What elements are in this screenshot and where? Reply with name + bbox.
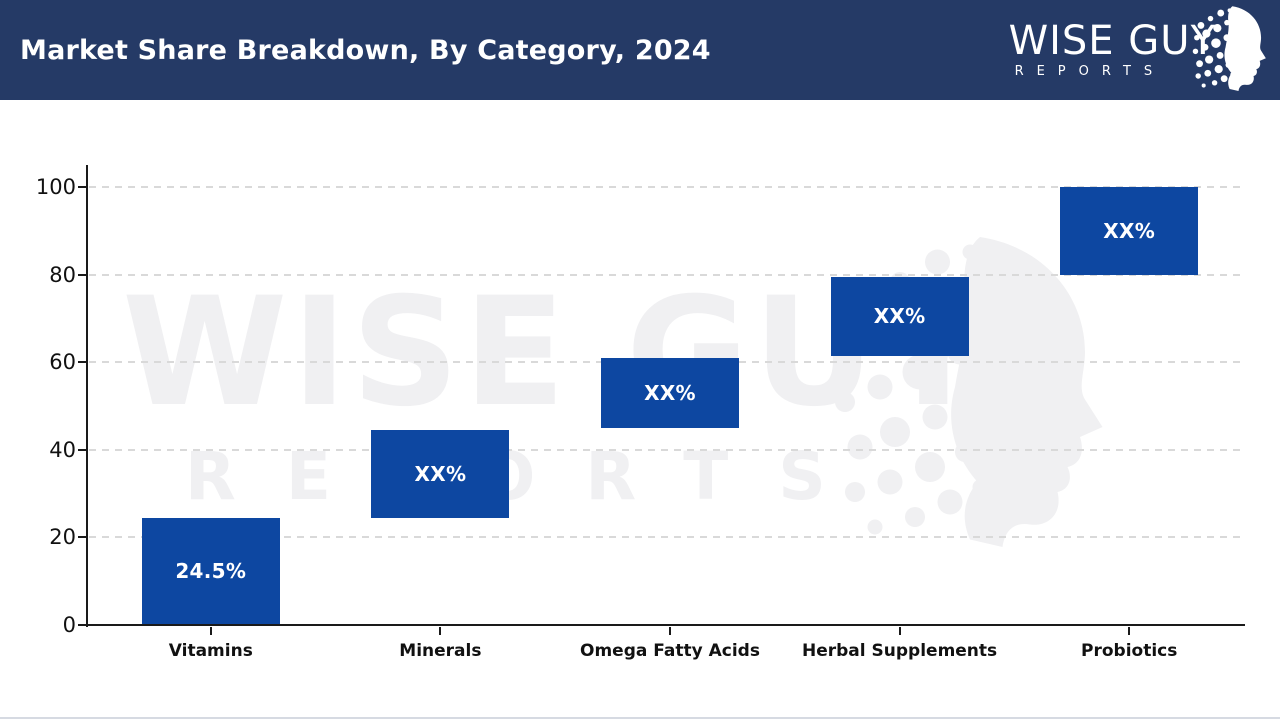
- bar-segment-2: XX%: [601, 357, 739, 428]
- y-tick-100: [78, 186, 86, 188]
- bar-value-label-2: XX%: [644, 380, 696, 405]
- brand-logo: WISE GUY REPORTS: [1009, 2, 1272, 98]
- y-tick-label-20: 20: [49, 525, 76, 550]
- x-tick-2: [669, 627, 671, 635]
- y-tick-label-0: 0: [62, 613, 76, 637]
- bar-value-label-4: XX%: [1103, 218, 1156, 243]
- brand-name: WISE GUY: [1008, 18, 1216, 64]
- y-tick-40: [78, 448, 86, 451]
- x-tick-4: [1128, 627, 1131, 635]
- x-tick-3: [898, 627, 901, 635]
- brand-subtitle: REPORTS: [1014, 64, 1166, 79]
- bar-value-label-0: 24.5%: [175, 559, 247, 584]
- brand-face-icon: [1192, 6, 1266, 91]
- y-tick-label-80: 80: [49, 262, 76, 287]
- x-tick-0: [209, 627, 212, 635]
- y-tick-label-40: 40: [49, 437, 76, 462]
- category-label-3: Herbal Supplements: [802, 641, 998, 661]
- x-tick-1: [439, 627, 442, 635]
- category-label-1: Minerals: [399, 641, 482, 661]
- category-label-2: Omega Fatty Acids: [580, 641, 760, 661]
- y-axis: [86, 165, 88, 627]
- category-label-0: Vitamins: [168, 641, 253, 661]
- y-tick-60: [78, 361, 86, 364]
- gridline-20: [89, 536, 1242, 539]
- category-label-4: Probiotics: [1081, 641, 1178, 661]
- bar-value-label-1: XX%: [414, 461, 467, 486]
- header: Market Share Breakdown, By Category, 202…: [0, 0, 1280, 100]
- bar-segment-0: 24.5%: [141, 517, 280, 625]
- watermark-reports-text: REPORTS: [185, 438, 876, 515]
- gridline-40: [89, 448, 1242, 451]
- brand-logo-text: WISE GUY REPORTS: [1009, 21, 1216, 79]
- bar-value-label-3: XX%: [873, 304, 926, 329]
- bar-segment-1: XX%: [371, 430, 510, 518]
- bar-segment-4: XX%: [1060, 187, 1199, 275]
- bar-segment-3: XX%: [830, 276, 969, 356]
- y-tick-label-100: 100: [35, 175, 76, 199]
- y-tick-label-60: 60: [49, 350, 76, 375]
- y-tick-20: [78, 536, 86, 539]
- y-tick-80: [78, 273, 86, 276]
- x-axis: [78, 624, 1245, 626]
- page-title: Market Share Breakdown, By Category, 202…: [20, 34, 711, 66]
- bottom-border: [0, 717, 1280, 719]
- gridline-100: [89, 186, 1242, 188]
- gridline-80: [89, 273, 1242, 276]
